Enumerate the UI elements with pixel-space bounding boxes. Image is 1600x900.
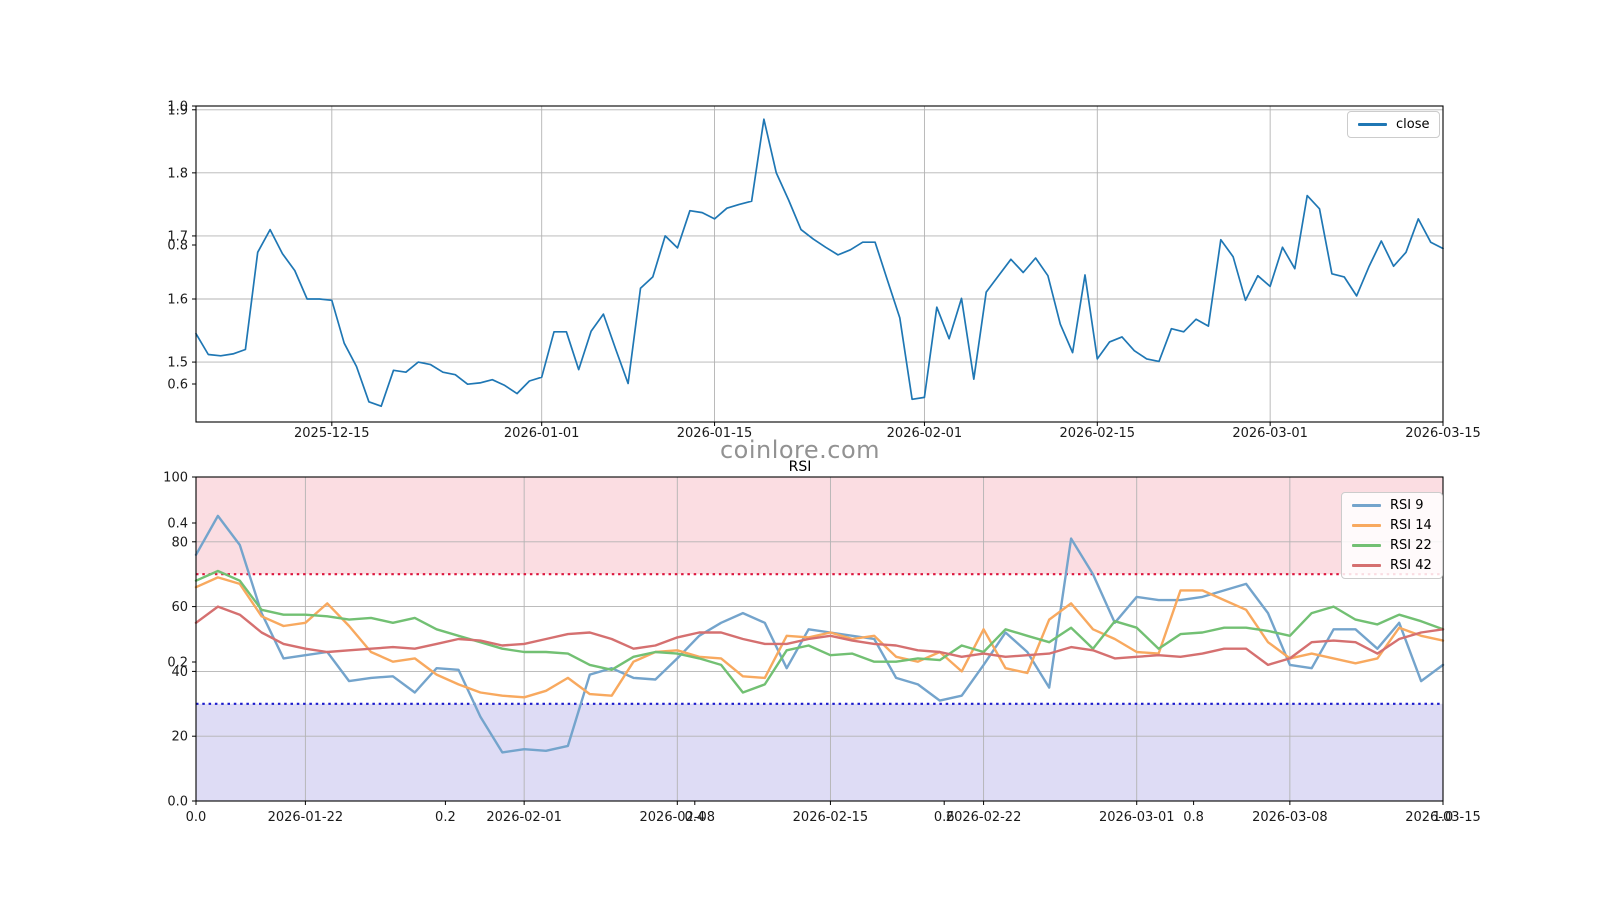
- overlay-y-tick-label: 0.8: [167, 239, 188, 254]
- overlay-x-tick-label: 0.0: [186, 810, 207, 825]
- x-tick-label: 2026-02-01: [486, 810, 562, 825]
- x-tick-label: 2026-03-08: [1252, 810, 1328, 825]
- overlay-y-tick-label: 1.0: [167, 100, 188, 115]
- x-tick-label: 2026-03-01: [1099, 810, 1175, 825]
- close-series-line: [195, 118, 1444, 408]
- y-tick-label: 40: [171, 665, 188, 680]
- rsi-9-line-swatch: [1352, 504, 1381, 507]
- rsi-42-series-line: [194, 605, 1445, 667]
- legend-label-rsi-14: RSI 14: [1390, 518, 1432, 533]
- rsi-chart-title: RSI: [788, 459, 812, 475]
- overlay-y-tick-label: 0.2: [167, 656, 188, 671]
- y-tick-label: 1.8: [167, 166, 188, 181]
- y-tick-label: 60: [171, 600, 188, 615]
- legend-item-rsi-14: RSI 14: [1352, 518, 1432, 533]
- y-tick-label: 1.6: [167, 293, 188, 308]
- rsi-14-line-swatch: [1352, 524, 1381, 527]
- y-tick-label: 80: [171, 535, 188, 550]
- plot-frame: [195, 476, 1444, 802]
- legend-label-close: close: [1396, 117, 1430, 132]
- rsi-14-series-line: [194, 576, 1445, 699]
- overlay-x-tick-label: 0.8: [1183, 810, 1204, 825]
- x-tick-label: 2026-01-15: [677, 426, 753, 441]
- y-tick-label: 20: [171, 730, 188, 745]
- legend-item-rsi-42: RSI 42: [1352, 558, 1432, 573]
- x-tick-label: 2026-02-15: [793, 810, 869, 825]
- overlay-x-tick-label: 0.4: [684, 810, 705, 825]
- x-tick-label: 2026-02-15: [1060, 426, 1136, 441]
- y-tick-label: 1.5: [167, 356, 188, 371]
- overlay-y-tick-label: 0.0: [167, 795, 188, 810]
- legend-item-close: close: [1358, 117, 1429, 132]
- overlay-y-tick-label: 0.4: [167, 517, 188, 532]
- x-tick-label: 2026-03-15: [1405, 810, 1481, 825]
- overlay-x-tick-label: 0.6: [934, 810, 955, 825]
- price-legend: close: [1347, 111, 1441, 138]
- legend-item-rsi-22: RSI 22: [1352, 538, 1432, 553]
- x-tick-label: 2026-01-01: [504, 426, 580, 441]
- y-tick-label: 1.7: [167, 229, 188, 244]
- rsi-22-line-swatch: [1352, 544, 1381, 547]
- x-tick-label: 2026-02-01: [887, 426, 963, 441]
- y-tick-label: 1.9: [167, 103, 188, 118]
- legend-label-rsi-9: RSI 9: [1390, 498, 1424, 513]
- rsi-legend: RSI 9 RSI 14 RSI 22 RSI 42: [1341, 492, 1443, 579]
- close-line-swatch: [1358, 123, 1387, 126]
- overlay-x-tick-label: 0.2: [435, 810, 456, 825]
- plot-frame: [195, 105, 1444, 423]
- x-tick-label: 2026-02-22: [946, 810, 1022, 825]
- x-tick-label: 2026-02-08: [640, 810, 716, 825]
- x-tick-label: 2025-12-15: [294, 426, 370, 441]
- x-tick-label: 2026-03-01: [1232, 426, 1308, 441]
- rsi-42-line-swatch: [1352, 564, 1381, 567]
- rsi-9-series-line: [194, 514, 1445, 754]
- legend-label-rsi-22: RSI 22: [1390, 538, 1432, 553]
- legend-item-rsi-9: RSI 9: [1352, 498, 1432, 513]
- overlay-x-tick-label: 1.0: [1433, 810, 1454, 825]
- oversold-band: [196, 703, 1443, 801]
- x-tick-label: 2026-01-22: [268, 810, 344, 825]
- y-tick-label: 100: [163, 471, 188, 486]
- x-tick-label: 2026-03-15: [1405, 426, 1481, 441]
- rsi-22-series-line: [194, 569, 1445, 694]
- overbought-band: [196, 477, 1443, 575]
- overlay-y-tick-label: 0.6: [167, 378, 188, 393]
- legend-label-rsi-42: RSI 42: [1390, 558, 1432, 573]
